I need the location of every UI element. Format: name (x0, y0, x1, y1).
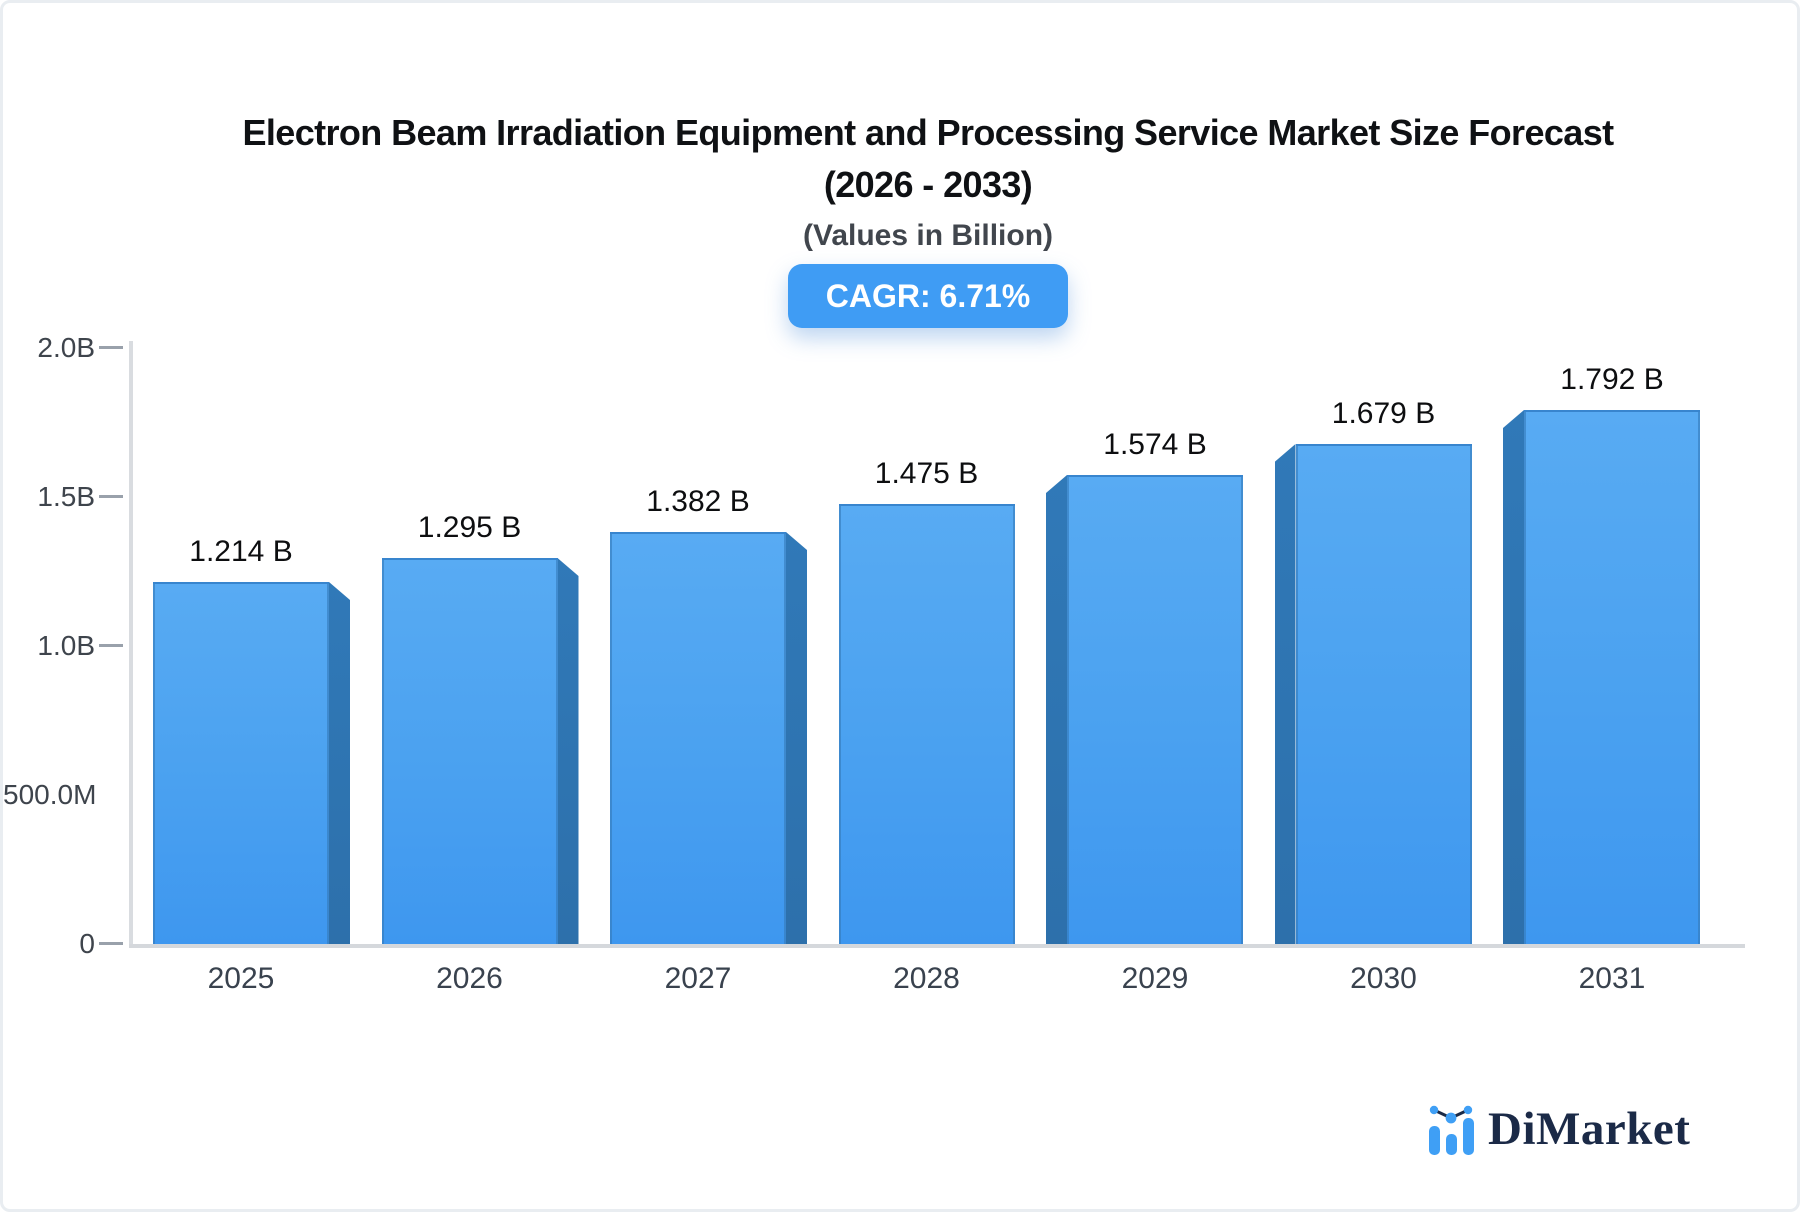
bar-value-label: 1.574 B (1103, 428, 1207, 461)
bar-3d-side-face (1274, 444, 1296, 944)
bar-3d-side-face (786, 532, 807, 944)
bar-3d-side-face (1503, 410, 1524, 944)
y-tick-label: 500.0M (3, 779, 97, 810)
x-axis-label-2026: 2026 (436, 962, 503, 995)
y-tick-label: 1.0B (37, 630, 95, 661)
bar-2027[interactable] (610, 532, 786, 944)
y-axis-line (129, 341, 133, 948)
mini-bar-line-chart-icon (1429, 1105, 1474, 1155)
bar-2028[interactable] (838, 504, 1015, 944)
bar-chart-plot-area: 2.0B 1.5B 1.0B 500.0M 0 1.214 B 2025 1.295 B 202… (3, 3, 1797, 1209)
y-tick-label: 1.5B (37, 481, 95, 512)
x-axis-label-2030: 2030 (1350, 962, 1417, 995)
logo-wordmark: DiMarket (1488, 1103, 1691, 1155)
bar-3d-side-face (329, 582, 350, 944)
bar-value-label: 1.475 B (874, 457, 979, 490)
y-tick-label: 0 (79, 928, 95, 959)
chart-header: Electron Beam Irradiation Equipment and … (133, 107, 1723, 328)
chart-title-line1: Electron Beam Irradiation Equipment and … (242, 112, 1614, 153)
x-axis-label-2029: 2029 (1121, 962, 1189, 995)
x-axis-label-2025: 2025 (207, 962, 275, 995)
x-axis-label-2027: 2027 (664, 962, 732, 995)
chart-subtitle: (Values in Billion) (802, 219, 1054, 252)
y-tick-dash (99, 495, 123, 498)
bar-2026[interactable] (381, 558, 558, 944)
bar-2029[interactable] (1067, 475, 1243, 944)
y-tick-dash (99, 942, 123, 945)
bar-3d-side-face (557, 558, 579, 944)
bar-value-label: 1.382 B (646, 485, 750, 518)
x-axis-label-2028: 2028 (893, 962, 960, 995)
bar-2031[interactable] (1524, 410, 1700, 944)
x-axis-line (129, 944, 1745, 948)
cagr-badge: CAGR: 6.71% (787, 264, 1069, 328)
bar-value-label: 1.295 B (417, 511, 522, 544)
x-axis-label-2031: 2031 (1578, 962, 1646, 995)
bar-3d-side-face (1046, 475, 1067, 944)
chart-title-line2: (2026 - 2033) (823, 164, 1033, 205)
bar-value-label: 1.214 B (189, 535, 293, 568)
bar-value-label: 1.679 B (1331, 397, 1436, 430)
bar-value-label: 1.792 B (1560, 363, 1664, 396)
y-tick-dash (99, 644, 123, 647)
bar-2025[interactable] (153, 582, 329, 944)
dimarket-logo: DiMarket (1426, 1101, 1690, 1155)
bar-2030[interactable] (1295, 444, 1472, 944)
y-tick-label: 2.0B (37, 332, 95, 363)
y-tick-dash (99, 346, 123, 349)
